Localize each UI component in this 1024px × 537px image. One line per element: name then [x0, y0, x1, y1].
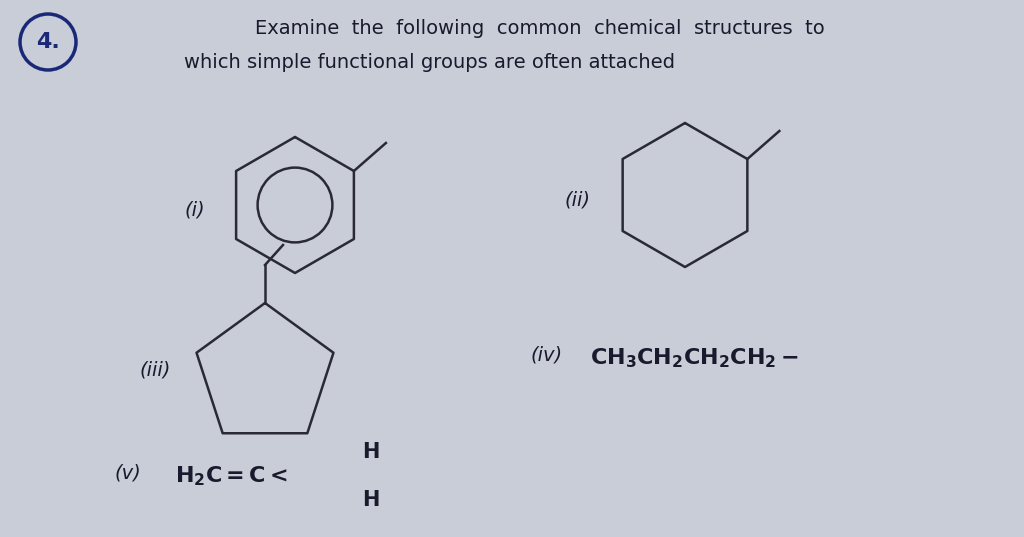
Text: $\mathbf{H_2C=C<}$: $\mathbf{H_2C=C<}$	[175, 464, 288, 488]
Text: (v): (v)	[115, 463, 141, 483]
Text: $\mathbf{CH_3CH_2CH_2CH_2-}$: $\mathbf{CH_3CH_2CH_2CH_2-}$	[590, 346, 799, 370]
Text: (i): (i)	[184, 200, 206, 220]
Text: Examine  the  following  common  chemical  structures  to: Examine the following common chemical st…	[255, 18, 825, 38]
Text: (iii): (iii)	[139, 360, 171, 380]
Text: 4.: 4.	[36, 32, 59, 52]
Text: which simple functional groups are often attached: which simple functional groups are often…	[184, 53, 676, 71]
Text: H: H	[362, 442, 379, 462]
Text: H: H	[362, 490, 379, 510]
Text: (ii): (ii)	[565, 191, 591, 209]
Text: (iv): (iv)	[530, 345, 562, 365]
